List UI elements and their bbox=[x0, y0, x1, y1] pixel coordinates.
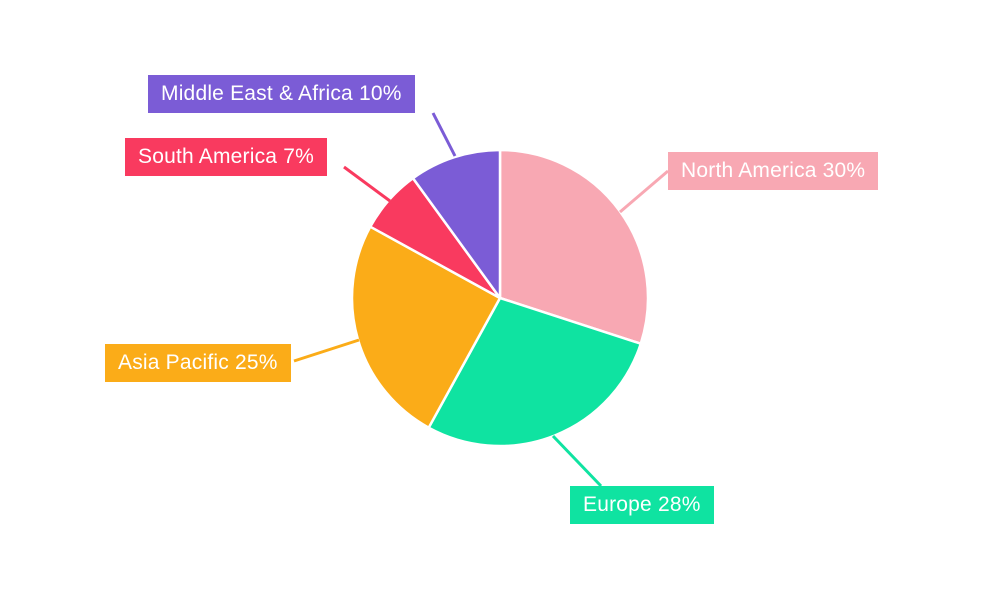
slice-label-south-america: South America 7% bbox=[125, 138, 327, 176]
slice-label-north-america: North America 30% bbox=[668, 152, 879, 190]
leader-line-europe bbox=[551, 434, 603, 488]
leader-line-middle-east-africa bbox=[431, 112, 457, 157]
slice-label-europe: Europe 28% bbox=[570, 486, 714, 524]
leader-line-north-america bbox=[619, 169, 669, 214]
pie-slice-middle-east-africa[interactable] bbox=[411, 148, 502, 300]
leader-line-south-america bbox=[343, 165, 391, 203]
leader-line-asia-pacific bbox=[293, 338, 360, 363]
slice-label-asia-pacific: Asia Pacific 25% bbox=[105, 344, 291, 382]
slice-label-middle-east-africa: Middle East & Africa 10% bbox=[148, 75, 415, 113]
